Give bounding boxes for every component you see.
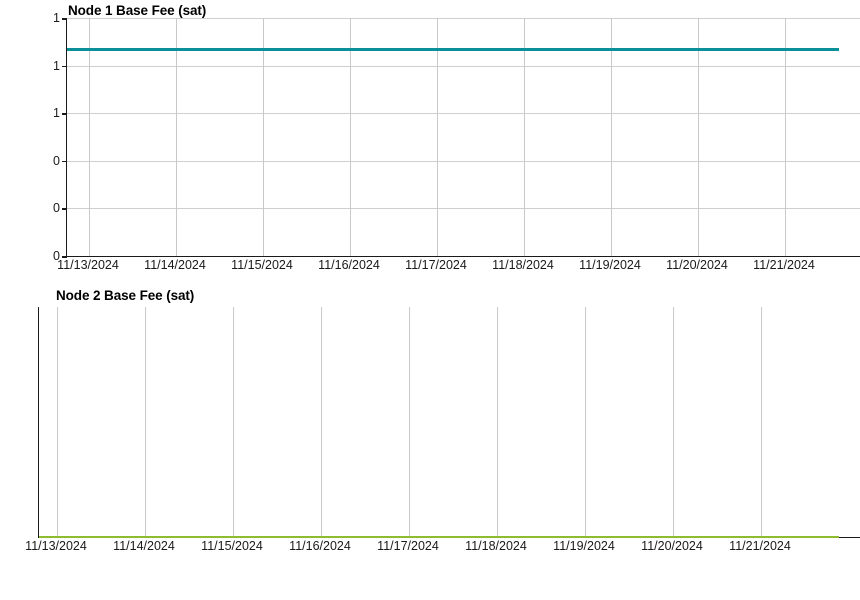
x-axis-label: 11/13/2024 xyxy=(57,258,119,272)
gridline-vertical xyxy=(176,18,177,256)
x-axis-label: 11/18/2024 xyxy=(492,258,554,272)
chart-title-node-2: Node 2 Base Fee (sat) xyxy=(56,288,195,303)
gridline-vertical xyxy=(57,307,58,537)
x-axis-label: 11/14/2024 xyxy=(144,258,206,272)
x-axis-label: 11/21/2024 xyxy=(729,539,791,553)
chart-title-node-1: Node 1 Base Fee (sat) xyxy=(68,3,207,18)
y-axis-tick xyxy=(62,160,67,163)
y-axis-label: 1 xyxy=(53,10,60,25)
y-axis-tick xyxy=(62,256,67,258)
x-axis-label: 11/16/2024 xyxy=(289,539,351,553)
y-axis-label: 0 xyxy=(53,153,60,168)
plot-area-node-1: 1 1 1 0 0 0 xyxy=(53,12,860,262)
y-axis-label: 1 xyxy=(53,58,60,73)
x-axis-label: 11/17/2024 xyxy=(377,539,439,553)
x-axis-node-2: 11/13/2024 11/14/2024 11/15/2024 11/16/2… xyxy=(0,540,860,560)
gridline-horizontal xyxy=(67,18,860,19)
x-axis-label: 11/15/2024 xyxy=(201,539,263,553)
gridline-vertical xyxy=(673,307,674,537)
gridline-vertical xyxy=(497,307,498,537)
gridline-horizontal xyxy=(67,113,860,115)
gridline-vertical xyxy=(350,18,351,256)
x-axis-label: 11/17/2024 xyxy=(405,258,467,272)
x-axis-label: 11/20/2024 xyxy=(666,258,728,272)
y-axis-tick xyxy=(62,208,67,210)
gridline-horizontal xyxy=(67,65,860,67)
x-axis-label: 11/19/2024 xyxy=(553,539,615,553)
gridline-vertical xyxy=(437,18,438,256)
x-axis-label: 11/21/2024 xyxy=(753,258,815,272)
x-axis-label: 11/18/2024 xyxy=(465,539,527,553)
gridline-vertical xyxy=(698,18,699,256)
x-axis-label: 11/20/2024 xyxy=(641,539,703,553)
x-axis-label: 11/19/2024 xyxy=(579,258,641,272)
gridline-vertical xyxy=(761,307,762,537)
y-axis-tick xyxy=(62,113,67,115)
gridline-vertical xyxy=(585,307,586,537)
gridline-vertical xyxy=(409,307,410,537)
x-axis-label: 11/16/2024 xyxy=(318,258,380,272)
x-axis-node-1: 11/13/2024 11/14/2024 11/15/2024 11/16/2… xyxy=(0,259,860,279)
gridline-vertical xyxy=(611,18,612,256)
gridline-vertical xyxy=(321,307,322,537)
chart-panel-node-1: Node 1 Base Fee (sat) 1 xyxy=(0,0,860,285)
x-axis-label: 11/13/2024 xyxy=(25,539,87,553)
chart-panel-node-2: Node 2 Base Fee (sat) 11/13/2024 11/14/2… xyxy=(0,285,860,600)
plot-area-node-2 xyxy=(38,307,860,538)
data-series-node-1 xyxy=(67,48,839,51)
y-axis-tick xyxy=(62,65,67,68)
gridline-vertical xyxy=(524,18,525,256)
gridline-horizontal xyxy=(67,160,860,162)
x-axis-label: 11/14/2024 xyxy=(113,539,175,553)
y-axis-label: 1 xyxy=(53,105,60,120)
y-axis-label: 0 xyxy=(53,201,60,216)
x-axis-label: 11/15/2024 xyxy=(231,258,293,272)
gridline-vertical xyxy=(89,18,90,256)
gridline-horizontal xyxy=(67,208,860,210)
data-series-node-2 xyxy=(39,536,839,538)
gridline-vertical xyxy=(263,18,264,256)
gridline-vertical xyxy=(785,18,786,256)
gridline-vertical xyxy=(145,307,146,537)
gridline-vertical xyxy=(233,307,234,537)
y-axis-label: 0 xyxy=(53,248,60,263)
y-axis-tick xyxy=(62,18,67,20)
